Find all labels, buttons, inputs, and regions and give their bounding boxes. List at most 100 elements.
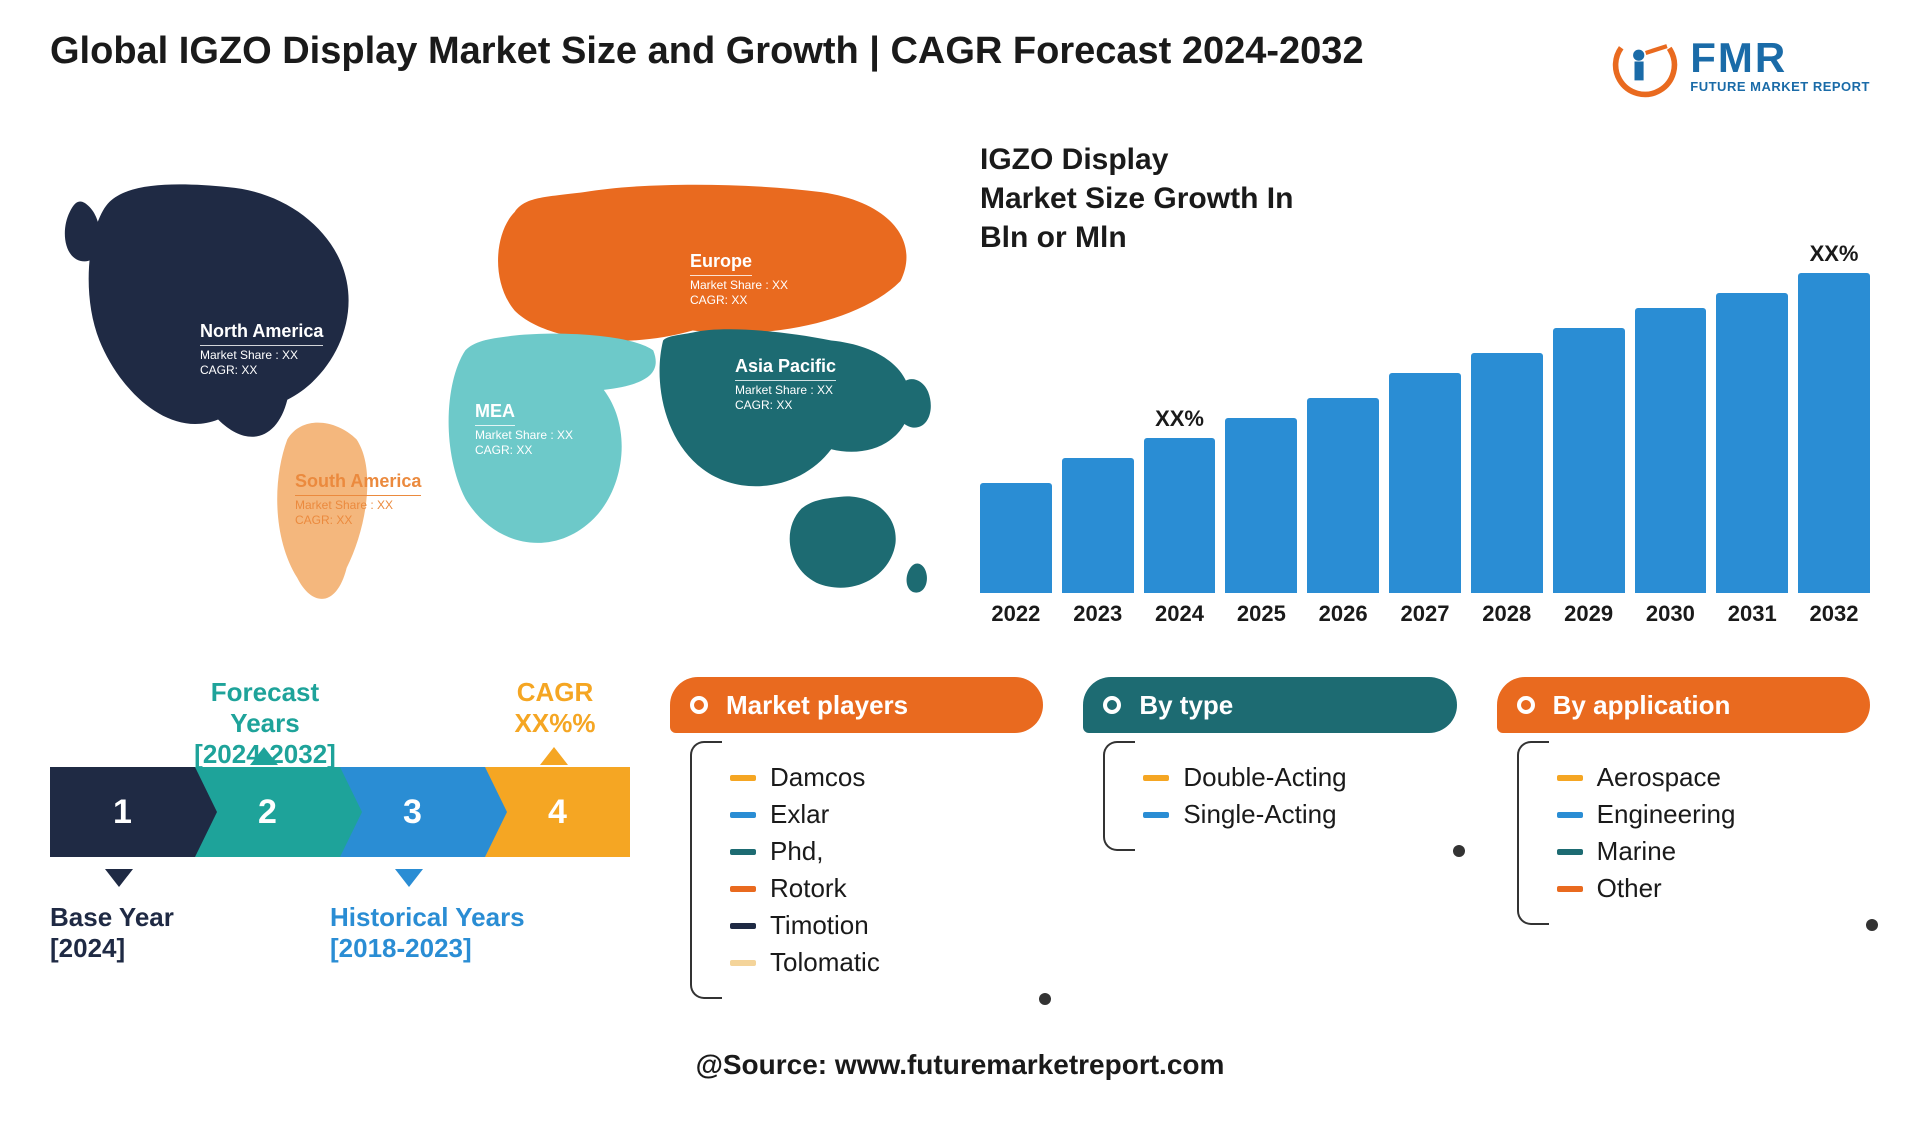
top-row: North AmericaMarket Share : XXCAGR: XX So… bbox=[50, 140, 1870, 627]
region-label-eu: EuropeMarket Share : XXCAGR: XX bbox=[690, 250, 788, 308]
page-title: Global IGZO Display Market Size and Grow… bbox=[50, 30, 1364, 73]
bullet-icon bbox=[730, 923, 756, 929]
item-label: Tolomatic bbox=[770, 947, 880, 978]
bullet-icon bbox=[1557, 775, 1583, 781]
bar-rect bbox=[1716, 293, 1788, 593]
by-application-column: By application Aerospace Engineering Marine… bbox=[1497, 677, 1870, 925]
source-attribution: @Source: www.futuremarketreport.com bbox=[50, 1049, 1870, 1081]
bar-rect bbox=[1471, 353, 1543, 593]
app-item: Engineering bbox=[1557, 796, 1870, 833]
map-nz bbox=[907, 563, 927, 592]
bar-year-label: 2031 bbox=[1728, 601, 1777, 627]
bar-2024: XX%2024 bbox=[1144, 438, 1216, 627]
bar-note: XX% bbox=[1810, 241, 1859, 267]
item-label: Phd, bbox=[770, 836, 824, 867]
bar-rect bbox=[1062, 458, 1134, 593]
players-item: Timotion bbox=[730, 907, 1043, 944]
bar-2031: 2031 bbox=[1716, 293, 1788, 627]
bullet-icon bbox=[1557, 886, 1583, 892]
cagr-label: CAGRXX%% bbox=[490, 677, 620, 739]
item-label: Aerospace bbox=[1597, 762, 1721, 793]
bar-year-label: 2024 bbox=[1155, 601, 1204, 627]
bar-2029: 2029 bbox=[1553, 328, 1625, 627]
arrow-down-base bbox=[105, 863, 133, 893]
bar-year-label: 2029 bbox=[1564, 601, 1613, 627]
bar-year-label: 2023 bbox=[1073, 601, 1122, 627]
market-players-column: Market players Damcos Exlar Phd, Rotork Timot… bbox=[670, 677, 1043, 999]
item-label: Other bbox=[1597, 873, 1662, 904]
item-label: Rotork bbox=[770, 873, 847, 904]
bullet-icon bbox=[1557, 849, 1583, 855]
bar-rect bbox=[980, 483, 1052, 593]
app-header-pill: By application bbox=[1497, 677, 1870, 733]
timeline-bar: 1.tl-seg:nth-child(1)::after{border-left… bbox=[50, 767, 630, 857]
pill-dot-icon bbox=[1103, 696, 1121, 714]
world-map: North AmericaMarket Share : XXCAGR: XX So… bbox=[50, 140, 940, 620]
region-label-mea: MEAMarket Share : XXCAGR: XX bbox=[475, 400, 573, 458]
pill-dot-icon bbox=[690, 696, 708, 714]
historical-years-label: Historical Years[2018-2023] bbox=[330, 902, 550, 964]
bar-year-label: 2025 bbox=[1237, 601, 1286, 627]
bar-rect bbox=[1635, 308, 1707, 593]
bullet-icon bbox=[730, 886, 756, 892]
by-type-column: By type Double-ActingSingle-Acting bbox=[1083, 677, 1456, 851]
item-label: Exlar bbox=[770, 799, 829, 830]
bar-2030: 2030 bbox=[1635, 308, 1707, 627]
bar-2026: 2026 bbox=[1307, 398, 1379, 627]
type-header-pill: By type bbox=[1083, 677, 1456, 733]
players-header-pill: Market players bbox=[670, 677, 1043, 733]
bullet-icon bbox=[730, 775, 756, 781]
players-list: Damcos Exlar Phd, Rotork Timotion Tolomatic bbox=[690, 741, 1043, 999]
bullet-icon bbox=[730, 812, 756, 818]
bullet-icon bbox=[730, 849, 756, 855]
bullet-icon bbox=[1557, 812, 1583, 818]
bar-2032: XX%2032 bbox=[1798, 273, 1870, 627]
bar-2023: 2023 bbox=[1062, 458, 1134, 627]
region-label-sa: South AmericaMarket Share : XXCAGR: XX bbox=[295, 470, 421, 528]
item-label: Single-Acting bbox=[1183, 799, 1336, 830]
bar-year-label: 2027 bbox=[1400, 601, 1449, 627]
app-item: Marine bbox=[1557, 833, 1870, 870]
app-list: Aerospace Engineering Marine Other bbox=[1517, 741, 1870, 925]
players-item: Rotork bbox=[730, 870, 1043, 907]
bar-year-label: 2022 bbox=[991, 601, 1040, 627]
bar-2025: 2025 bbox=[1225, 418, 1297, 627]
bullet-icon bbox=[1143, 775, 1169, 781]
type-item: Single-Acting bbox=[1143, 796, 1456, 833]
players-item: Tolomatic bbox=[730, 944, 1043, 981]
bar-rect bbox=[1553, 328, 1625, 593]
pill-dot-icon bbox=[1517, 696, 1535, 714]
type-list: Double-ActingSingle-Acting bbox=[1103, 741, 1456, 851]
item-label: Damcos bbox=[770, 762, 865, 793]
players-item: Damcos bbox=[730, 759, 1043, 796]
bar-chart: IGZO DisplayMarket Size Growth InBln or … bbox=[980, 140, 1870, 627]
bar-rect bbox=[1225, 418, 1297, 593]
arrow-down-hist bbox=[395, 863, 423, 893]
item-label: Engineering bbox=[1597, 799, 1736, 830]
app-item: Other bbox=[1557, 870, 1870, 907]
timeline-segment-1: 1.tl-seg:nth-child(1)::after{border-left… bbox=[50, 767, 195, 857]
base-year-label: Base Year[2024] bbox=[50, 902, 200, 964]
item-label: Timotion bbox=[770, 910, 869, 941]
bar-2022: 2022 bbox=[980, 483, 1052, 627]
bar-year-label: 2026 bbox=[1319, 601, 1368, 627]
players-item: Exlar bbox=[730, 796, 1043, 833]
app-item: Aerospace bbox=[1557, 759, 1870, 796]
bar-rect bbox=[1798, 273, 1870, 593]
bullet-icon bbox=[730, 960, 756, 966]
bar-rect bbox=[1389, 373, 1461, 593]
item-label: Marine bbox=[1597, 836, 1676, 867]
pill-title: By type bbox=[1139, 690, 1233, 721]
header: Global IGZO Display Market Size and Grow… bbox=[50, 30, 1870, 100]
bar-year-label: 2030 bbox=[1646, 601, 1695, 627]
region-label-na: North AmericaMarket Share : XXCAGR: XX bbox=[200, 320, 323, 378]
bar-rect bbox=[1144, 438, 1216, 593]
bar-year-label: 2032 bbox=[1810, 601, 1859, 627]
type-item: Double-Acting bbox=[1143, 759, 1456, 796]
pill-title: By application bbox=[1553, 690, 1731, 721]
fmr-logo-icon bbox=[1610, 30, 1680, 100]
bar-rect bbox=[1307, 398, 1379, 593]
map-region-na bbox=[65, 184, 349, 436]
bar-year-label: 2028 bbox=[1482, 601, 1531, 627]
bars-container: 2022 2023 XX%2024 2025 2026 2027 2028 2029 2030 2… bbox=[980, 267, 1870, 627]
